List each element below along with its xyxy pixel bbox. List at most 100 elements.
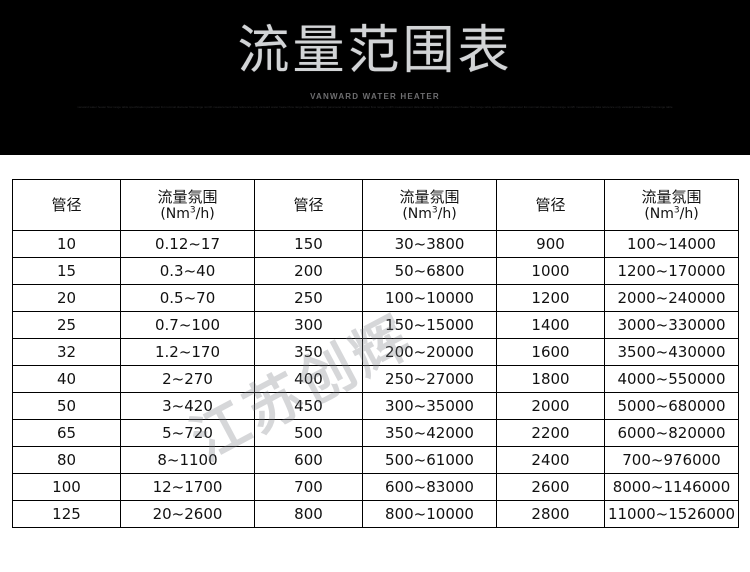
cell-flow-range: 12~1700 <box>120 473 255 501</box>
cell-diameter: 1000 <box>496 257 605 285</box>
cell-diameter: 2000 <box>496 392 605 420</box>
table-header-label: 流量氛围 <box>399 187 460 206</box>
table-body: 10 0.12~17 150 30~3800 900 100~14000 15 0.3~40 2… <box>12 230 739 528</box>
cell-diameter: 80 <box>12 446 121 474</box>
cell-flow-range: 3~420 <box>120 392 255 420</box>
table-row: 32 1.2~170 350 200~20000 1600 3500~430000 <box>12 338 739 366</box>
table-header-label: 管径 <box>535 195 566 214</box>
cell-diameter: 2400 <box>496 446 605 474</box>
table-head: 管径 流量氛围 (Nm3/h) 管径 流量氛围 (Nm3/h) 管径 流量氛围 (Nm3/h) <box>12 179 739 231</box>
cell-flow-range: 5~720 <box>120 419 255 447</box>
table-header-row: 管径 流量氛围 (Nm3/h) 管径 流量氛围 (Nm3/h) 管径 流量氛围 (Nm3/h) <box>12 179 739 231</box>
table-row: 65 5~720 500 350~42000 2200 6000~820000 <box>12 419 739 447</box>
cell-flow-range: 700~976000 <box>604 446 739 474</box>
cell-flow-range: 0.7~100 <box>120 311 255 339</box>
cell-flow-range: 20~2600 <box>120 500 255 528</box>
cell-flow-range: 200~20000 <box>362 338 497 366</box>
cell-diameter: 20 <box>12 284 121 312</box>
table-row: 15 0.3~40 200 50~6800 1000 1200~170000 <box>12 257 739 285</box>
cell-flow-range: 0.5~70 <box>120 284 255 312</box>
table-row: 80 8~1100 600 500~61000 2400 700~976000 <box>12 446 739 474</box>
table-row: 125 20~2600 800 800~10000 2800 11000~1526000 <box>12 500 739 528</box>
flow-range-table: 管径 流量氛围 (Nm3/h) 管径 流量氛围 (Nm3/h) 管径 流量氛围 (Nm3/h) … <box>12 179 739 528</box>
banner-subtitle: VANWARD WATER HEATER <box>310 92 440 101</box>
cell-diameter: 400 <box>254 365 363 393</box>
cell-diameter: 15 <box>12 257 121 285</box>
cell-diameter: 800 <box>254 500 363 528</box>
page-title: 流量范围表 <box>237 21 513 81</box>
cell-flow-range: 3500~430000 <box>604 338 739 366</box>
cell-flow-range: 5000~680000 <box>604 392 739 420</box>
cell-diameter: 40 <box>12 365 121 393</box>
cell-flow-range: 300~35000 <box>362 392 497 420</box>
cell-diameter: 600 <box>254 446 363 474</box>
cell-flow-range: 800~10000 <box>362 500 497 528</box>
table-header-unit: (Nm3/h) <box>160 204 215 222</box>
cell-diameter: 450 <box>254 392 363 420</box>
cell-diameter: 350 <box>254 338 363 366</box>
cell-diameter: 1600 <box>496 338 605 366</box>
cell-diameter: 10 <box>12 230 121 258</box>
cell-flow-range: 0.3~40 <box>120 257 255 285</box>
table-header-unit: (Nm3/h) <box>644 204 699 222</box>
cell-diameter: 2800 <box>496 500 605 528</box>
cell-diameter: 25 <box>12 311 121 339</box>
cell-diameter: 900 <box>496 230 605 258</box>
cell-flow-range: 100~10000 <box>362 284 497 312</box>
cell-flow-range: 30~3800 <box>362 230 497 258</box>
cell-flow-range: 11000~1526000 <box>604 500 739 528</box>
cell-flow-range: 4000~550000 <box>604 365 739 393</box>
table-header-cell-5: 流量氛围 (Nm3/h) <box>604 179 739 231</box>
cell-diameter: 2600 <box>496 473 605 501</box>
banner-content: 流量范围表 VANWARD WATER HEATER vanward water… <box>0 0 750 155</box>
cell-diameter: 1200 <box>496 284 605 312</box>
table-container: 江苏创辉 管径 流量氛围 (Nm3/h) 管径 流量氛围 (Nm3/h) 管径 流量氛围 (Nm… <box>0 155 750 572</box>
cell-flow-range: 600~83000 <box>362 473 497 501</box>
table-header-cell-0: 管径 <box>12 179 121 231</box>
cell-flow-range: 150~15000 <box>362 311 497 339</box>
table-row: 10 0.12~17 150 30~3800 900 100~14000 <box>12 230 739 258</box>
cell-diameter: 50 <box>12 392 121 420</box>
cell-diameter: 1800 <box>496 365 605 393</box>
cell-diameter: 100 <box>12 473 121 501</box>
table-header-unit: (Nm3/h) <box>402 204 457 222</box>
table-header-label: 管径 <box>51 195 82 214</box>
table-row: 20 0.5~70 250 100~10000 1200 2000~240000 <box>12 284 739 312</box>
table-row: 25 0.7~100 300 150~15000 1400 3000~330000 <box>12 311 739 339</box>
table-header-cell-2: 管径 <box>254 179 363 231</box>
table-header-label: 流量氛围 <box>641 187 702 206</box>
cell-flow-range: 350~42000 <box>362 419 497 447</box>
table-row: 100 12~1700 700 600~83000 2600 8000~1146000 <box>12 473 739 501</box>
cell-flow-range: 2~270 <box>120 365 255 393</box>
cell-flow-range: 0.12~17 <box>120 230 255 258</box>
cell-diameter: 125 <box>12 500 121 528</box>
table-header-label: 流量氛围 <box>157 187 218 206</box>
header-banner: 流量范围表 VANWARD WATER HEATER vanward water… <box>0 0 750 155</box>
cell-flow-range: 100~14000 <box>604 230 739 258</box>
cell-diameter: 250 <box>254 284 363 312</box>
cell-flow-range: 250~27000 <box>362 365 497 393</box>
cell-diameter: 2200 <box>496 419 605 447</box>
table-header-label: 管径 <box>293 195 324 214</box>
cell-diameter: 65 <box>12 419 121 447</box>
cell-flow-range: 3000~330000 <box>604 311 739 339</box>
cell-flow-range: 6000~820000 <box>604 419 739 447</box>
table-row: 50 3~420 450 300~35000 2000 5000~680000 <box>12 392 739 420</box>
cell-flow-range: 1200~170000 <box>604 257 739 285</box>
cell-flow-range: 50~6800 <box>362 257 497 285</box>
table-header-cell-3: 流量氛围 (Nm3/h) <box>362 179 497 231</box>
cell-flow-range: 8~1100 <box>120 446 255 474</box>
cell-diameter: 700 <box>254 473 363 501</box>
cell-flow-range: 500~61000 <box>362 446 497 474</box>
cell-diameter: 1400 <box>496 311 605 339</box>
cell-flow-range: 1.2~170 <box>120 338 255 366</box>
cell-diameter: 150 <box>254 230 363 258</box>
cell-flow-range: 2000~240000 <box>604 284 739 312</box>
table-header-cell-1: 流量氛围 (Nm3/h) <box>120 179 255 231</box>
cell-flow-range: 8000~1146000 <box>604 473 739 501</box>
cell-diameter: 32 <box>12 338 121 366</box>
cell-diameter: 300 <box>254 311 363 339</box>
cell-diameter: 200 <box>254 257 363 285</box>
table-row: 40 2~270 400 250~27000 1800 4000~550000 <box>12 365 739 393</box>
table-header-cell-4: 管径 <box>496 179 605 231</box>
